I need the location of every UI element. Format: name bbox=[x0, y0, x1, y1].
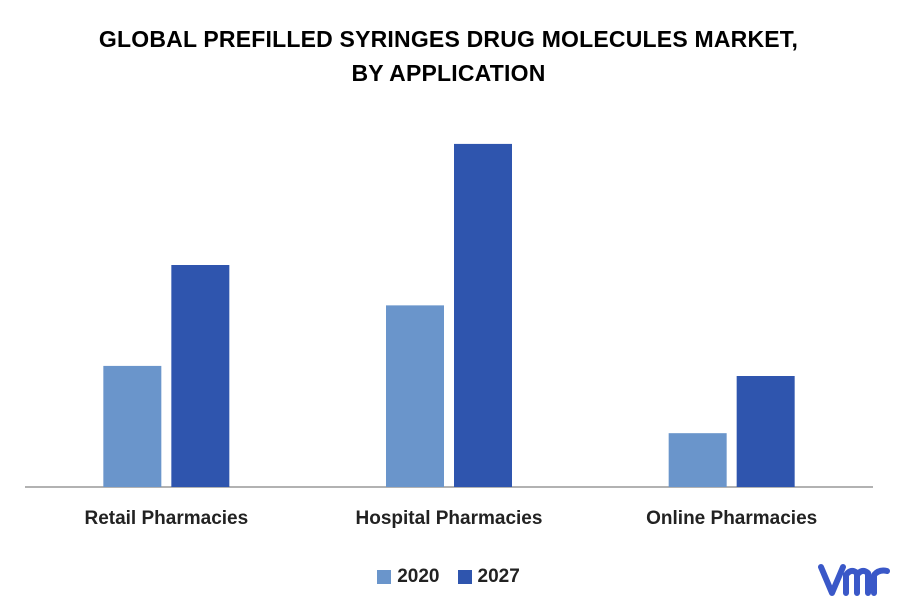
bar-2020-retail-pharmacies bbox=[103, 365, 162, 487]
chart-title-line1: GLOBAL PREFILLED SYRINGES DRUG MOLECULES… bbox=[98, 26, 799, 52]
x-tick-label: Online Pharmacies bbox=[646, 508, 817, 529]
bar-2020-hospital-pharmacies bbox=[386, 305, 444, 487]
legend-label-2027: 2027 bbox=[477, 566, 520, 587]
bar-2027-retail-pharmacies bbox=[171, 265, 230, 487]
x-tick-label: Retail Pharmacies bbox=[84, 508, 248, 529]
chart-title-line2: BY APPLICATION bbox=[351, 60, 546, 86]
bar-2027-hospital-pharmacies bbox=[454, 143, 512, 487]
legend-item-2020: 2020 bbox=[377, 566, 440, 588]
bar-2027-online-pharmacies bbox=[736, 376, 795, 487]
legend-label-2020: 2020 bbox=[397, 566, 440, 587]
x-tick-label: Hospital Pharmacies bbox=[356, 508, 543, 529]
legend-swatch-2020 bbox=[377, 570, 392, 584]
legend-item-2027: 2027 bbox=[457, 566, 520, 588]
legend: 2020 2027 bbox=[0, 566, 897, 588]
vmr-logo-icon bbox=[818, 561, 890, 606]
chart-title: GLOBAL PREFILLED SYRINGES DRUG MOLECULES… bbox=[0, 22, 897, 90]
bar-2020-online-pharmacies bbox=[668, 433, 727, 487]
legend-swatch-2027 bbox=[457, 570, 472, 584]
